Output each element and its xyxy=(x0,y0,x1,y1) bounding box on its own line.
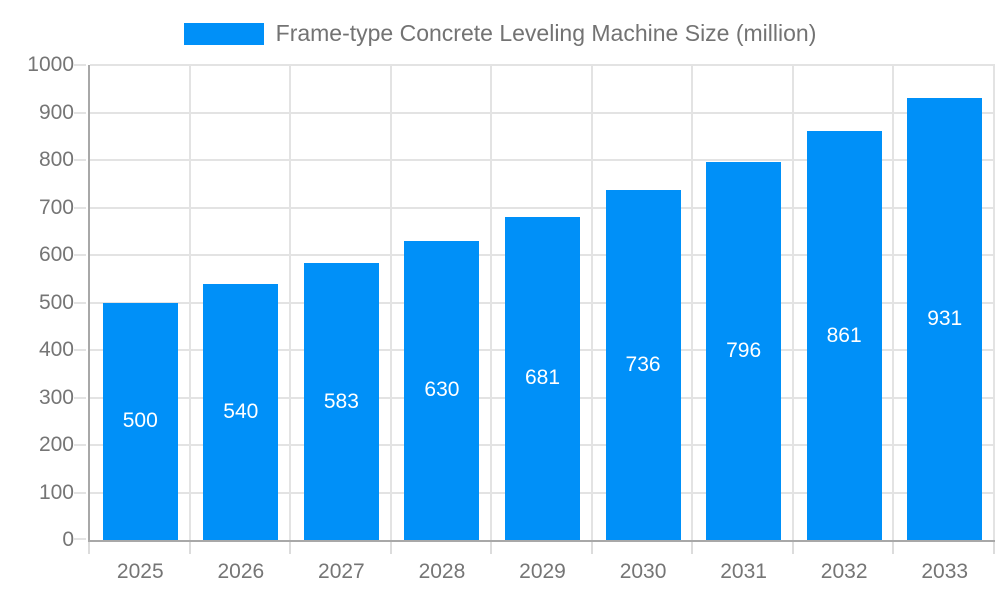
bar-value-label: 500 xyxy=(122,409,158,433)
x-axis-tick-label: 2025 xyxy=(116,560,164,583)
y-axis-tick xyxy=(74,349,86,351)
y-axis-tick xyxy=(74,111,86,114)
y-axis-tick xyxy=(74,538,86,540)
v-gridline xyxy=(188,65,191,540)
x-axis-tick xyxy=(188,542,191,554)
x-axis-tick-label: 2030 xyxy=(619,560,667,583)
y-axis-tick-label: 900 xyxy=(38,100,74,124)
v-gridline xyxy=(892,65,895,540)
y-axis-tick xyxy=(74,444,86,446)
y-axis-tick xyxy=(74,64,86,66)
y-axis-tick xyxy=(74,254,86,256)
bar-value-label: 583 xyxy=(323,389,359,413)
v-gridline xyxy=(691,65,694,540)
x-axis-tick xyxy=(590,542,593,554)
y-axis-tick-label: 300 xyxy=(38,385,74,409)
bar-value-label: 630 xyxy=(424,378,460,402)
y-axis-tick-label: 0 xyxy=(62,528,74,551)
bar xyxy=(102,302,178,540)
plot-area: 0 100 200 300 400 500 600 700 800 900 1000 500 2025 5… xyxy=(27,53,995,583)
h-gridline xyxy=(90,206,995,209)
legend-swatch-icon xyxy=(183,22,264,45)
y-axis-tick xyxy=(74,396,86,399)
v-gridline xyxy=(791,65,794,540)
x-axis-tick-label: 2026 xyxy=(217,560,265,583)
bar xyxy=(706,161,782,540)
x-axis-tick xyxy=(88,542,90,554)
y-axis-tick-label: 200 xyxy=(38,433,74,456)
bar-value-label: 861 xyxy=(826,323,862,347)
v-gridline xyxy=(590,65,593,540)
bar xyxy=(806,131,882,540)
x-axis-tick xyxy=(490,542,493,554)
y-axis-tick-label: 100 xyxy=(38,480,74,504)
x-axis-tick-label: 2033 xyxy=(921,560,969,583)
x-axis-tick-label: 2028 xyxy=(418,560,466,583)
x-axis-tick-label: 2027 xyxy=(318,560,365,583)
x-axis-tick xyxy=(691,542,694,554)
bar-value-label: 796 xyxy=(726,338,762,362)
bar-value-label: 931 xyxy=(927,306,963,330)
h-gridline xyxy=(90,159,995,161)
bar-value-label: 736 xyxy=(625,353,661,377)
bar xyxy=(203,283,279,540)
bar xyxy=(404,240,480,540)
v-gridline xyxy=(490,65,493,540)
x-axis-tick-label: 2031 xyxy=(720,560,767,583)
bar-value-label: 681 xyxy=(524,366,561,390)
y-axis-tick-label: 1000 xyxy=(27,53,74,76)
y-axis-tick-label: 600 xyxy=(38,243,74,266)
y-axis-tick xyxy=(74,206,86,209)
y-axis-tick-label: 700 xyxy=(38,195,74,219)
y-axis-tick-label: 800 xyxy=(38,148,74,171)
y-axis-tick xyxy=(74,301,86,304)
bar xyxy=(303,263,379,540)
x-axis-tick xyxy=(389,542,392,554)
x-axis-tick xyxy=(892,542,895,554)
h-gridline xyxy=(90,111,995,114)
y-axis-tick-label: 400 xyxy=(38,338,74,361)
bar xyxy=(605,190,681,540)
legend-label: Frame-type Concrete Leveling Machine Siz… xyxy=(275,20,817,46)
chart-legend[interactable]: Frame-type Concrete Leveling Machine Siz… xyxy=(0,20,1000,47)
y-axis-tick xyxy=(74,491,86,494)
x-axis-tick xyxy=(993,542,995,554)
y-axis-tick xyxy=(74,159,86,161)
bar xyxy=(505,216,580,540)
h-gridline xyxy=(90,64,995,66)
bar xyxy=(907,97,983,540)
v-gridline xyxy=(389,65,392,540)
bar-value-label: 540 xyxy=(223,399,259,423)
v-gridline xyxy=(289,65,292,540)
x-axis-tick xyxy=(791,542,794,554)
x-axis-tick xyxy=(289,542,292,554)
v-gridline xyxy=(993,65,995,540)
y-axis-tick-label: 500 xyxy=(38,290,74,314)
x-axis-tick-label: 2029 xyxy=(519,560,566,583)
x-axis-tick-label: 2032 xyxy=(820,560,868,583)
